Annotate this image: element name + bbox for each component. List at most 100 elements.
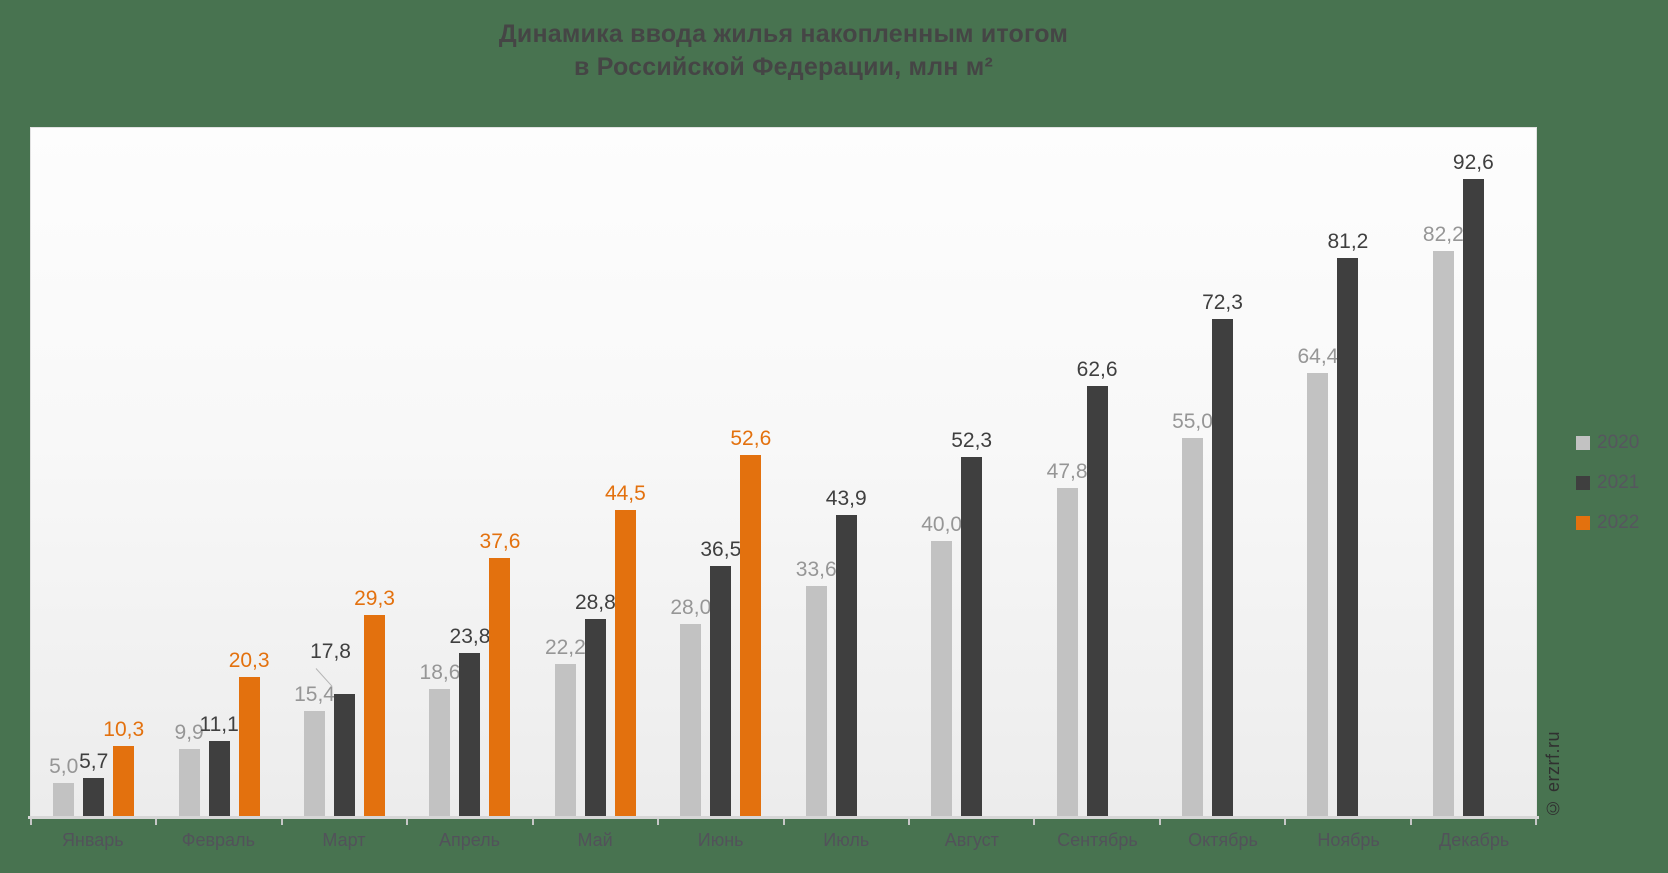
bar-slot: 52,6: [730, 128, 771, 817]
x-axis-label-Апрель: Апрель: [438, 830, 501, 850]
legend-swatch-icon: [1576, 516, 1590, 530]
x-axis-label-Март: Март: [322, 830, 366, 850]
bar-slot: 44,5: [605, 128, 646, 817]
bar-value-label: 9,9: [174, 721, 204, 744]
copyright-note: © erzrf.ru: [1543, 730, 1563, 818]
bar-slot: [1493, 128, 1514, 817]
bar-slot: 5,7: [79, 128, 108, 817]
bar-2020-Декабрь: [1432, 251, 1454, 817]
chart-title-line1: Динамика ввода жилья накопленным итогом: [498, 20, 1069, 48]
bar-2021-Апрель: [459, 653, 481, 817]
bar-slot: 81,2: [1327, 128, 1368, 817]
bar-2020-Апрель: [429, 689, 451, 817]
bar-group-Февраль: 9,9 11,1 20,3: [156, 128, 281, 817]
legend: 2020 2021 2022: [1576, 432, 1639, 552]
bar-2022-Январь: [113, 746, 135, 817]
axis-tick-cell: [1035, 819, 1161, 825]
bar-slot: 72,3: [1202, 128, 1243, 817]
bar-2020-Май: [554, 664, 576, 817]
bar-group-Июль: 33,6 43,9: [784, 128, 909, 817]
x-axis-label-Сентябрь: Сентябрь: [1057, 830, 1138, 850]
bar-slot: 29,3: [354, 128, 395, 817]
bar-value-label: 17,8: [310, 640, 351, 663]
bar-slot: 36,5: [700, 128, 741, 817]
plot-area: 5,0 5,7 10,3 9,9 11,1 20,3 15,4 17,8 29,3 18,6 23,…: [30, 127, 1537, 818]
x-axis-label-Май: Май: [577, 830, 613, 850]
bar-slot: 52,3: [951, 128, 992, 817]
bar-value-label: 5,7: [79, 750, 109, 773]
bar-value-label: 11,1: [199, 713, 239, 736]
bar-slot: 55,0: [1172, 128, 1213, 817]
bar-value-label: 52,6: [730, 427, 772, 450]
bar-2022-Февраль: [238, 677, 260, 817]
bar-group-Март: 15,4 17,8 29,3: [282, 128, 407, 817]
bar-2020-Июль: [805, 586, 827, 817]
bar-value-label: 28,8: [574, 591, 616, 614]
bar-2020-Август: [931, 541, 953, 817]
bar-2021-Октябрь: [1212, 319, 1233, 817]
legend-item-2022: 2022: [1576, 512, 1639, 534]
bar-2022-Июнь: [740, 455, 762, 817]
legend-item-2021: 2021: [1576, 472, 1639, 494]
bar-2021-Май: [584, 619, 606, 817]
bar-slot: 43,9: [826, 128, 867, 817]
bar-slot: 23,8: [450, 128, 490, 817]
legend-item-2020: 2020: [1576, 432, 1639, 454]
bar-group-Октябрь: 55,0 72,3: [1160, 128, 1285, 817]
bar-group-Сентябрь: 47,8 62,6: [1034, 128, 1159, 817]
bar-slot: [1117, 128, 1138, 817]
bar-value-label: 29,3: [354, 587, 395, 610]
bar-slot: 22,2: [545, 128, 586, 817]
bar-group-Июнь: 28,0 36,5 52,6: [658, 128, 783, 817]
x-axis-labels: Январь Февраль Март Апрель Май Июнь Июль Август…: [30, 830, 1537, 851]
bar-value-label: 22,2: [544, 636, 586, 659]
bar-value-label: 33,6: [795, 558, 837, 581]
x-axis-label-Декабрь: Декабрь: [1439, 830, 1510, 850]
legend-swatch-icon: [1576, 476, 1590, 490]
bar-slot: 33,6: [796, 128, 837, 817]
bar-slot: 18,6: [420, 128, 460, 817]
axis-tick-cell: [1286, 819, 1412, 825]
axis-tick-cell: [283, 819, 409, 825]
axis-tick-cell: [1412, 819, 1538, 825]
bar-value-label: 28,0: [670, 596, 712, 619]
bar-slot: [1242, 128, 1263, 817]
bar-2022-Март: [364, 615, 386, 817]
bar-2020-Март: [304, 711, 326, 817]
bar-value-label: 10,3: [103, 718, 145, 741]
bar-2021-Январь: [83, 778, 105, 817]
bar-2021-Август: [961, 457, 983, 817]
x-axis-label-Ноябрь: Ноябрь: [1317, 830, 1380, 850]
bar-2021-Декабрь: [1462, 179, 1484, 817]
bar-slot: 47,8: [1047, 128, 1088, 817]
bar-value-label: 82,2: [1422, 223, 1464, 246]
axis-tick-cell: [659, 819, 785, 825]
bar-2021-Сентябрь: [1086, 386, 1108, 817]
bar-slot: [991, 128, 1012, 817]
bar-2020-Октябрь: [1182, 438, 1203, 817]
bar-value-label: 36,5: [700, 538, 742, 561]
bar-value-label: 64,4: [1297, 345, 1339, 368]
bar-value-label: 47,8: [1046, 460, 1088, 483]
bar-group-Январь: 5,0 5,7 10,3: [31, 128, 156, 817]
bar-slot: 5,0: [49, 128, 78, 817]
bar-slot: 10,3: [103, 128, 144, 817]
bar-value-label: 40,0: [921, 513, 963, 536]
bar-2021-Июнь: [710, 566, 732, 817]
bar-value-label: 81,2: [1327, 230, 1369, 253]
axis-tick-cell: [157, 819, 283, 825]
bar-slot: 28,8: [575, 128, 616, 817]
bar-2021-Июль: [835, 515, 857, 817]
bar-2020-Февраль: [178, 749, 200, 817]
bar-slot: 37,6: [480, 128, 520, 817]
bar-slot: 92,6: [1453, 128, 1494, 817]
x-axis-label-Февраль: Февраль: [181, 830, 255, 850]
x-axis-line: [28, 816, 1539, 819]
bar-value-label: 52,3: [951, 429, 993, 452]
bar-value-label: 15,4: [294, 683, 335, 706]
bar-group-Декабрь: 82,2 92,6: [1411, 128, 1536, 817]
bar-group-Ноябрь: 64,4 81,2: [1285, 128, 1410, 817]
bar-group-Апрель: 18,6 23,8 37,6: [407, 128, 532, 817]
bar-slot: 40,0: [921, 128, 962, 817]
axis-tick-cell: [785, 819, 910, 825]
